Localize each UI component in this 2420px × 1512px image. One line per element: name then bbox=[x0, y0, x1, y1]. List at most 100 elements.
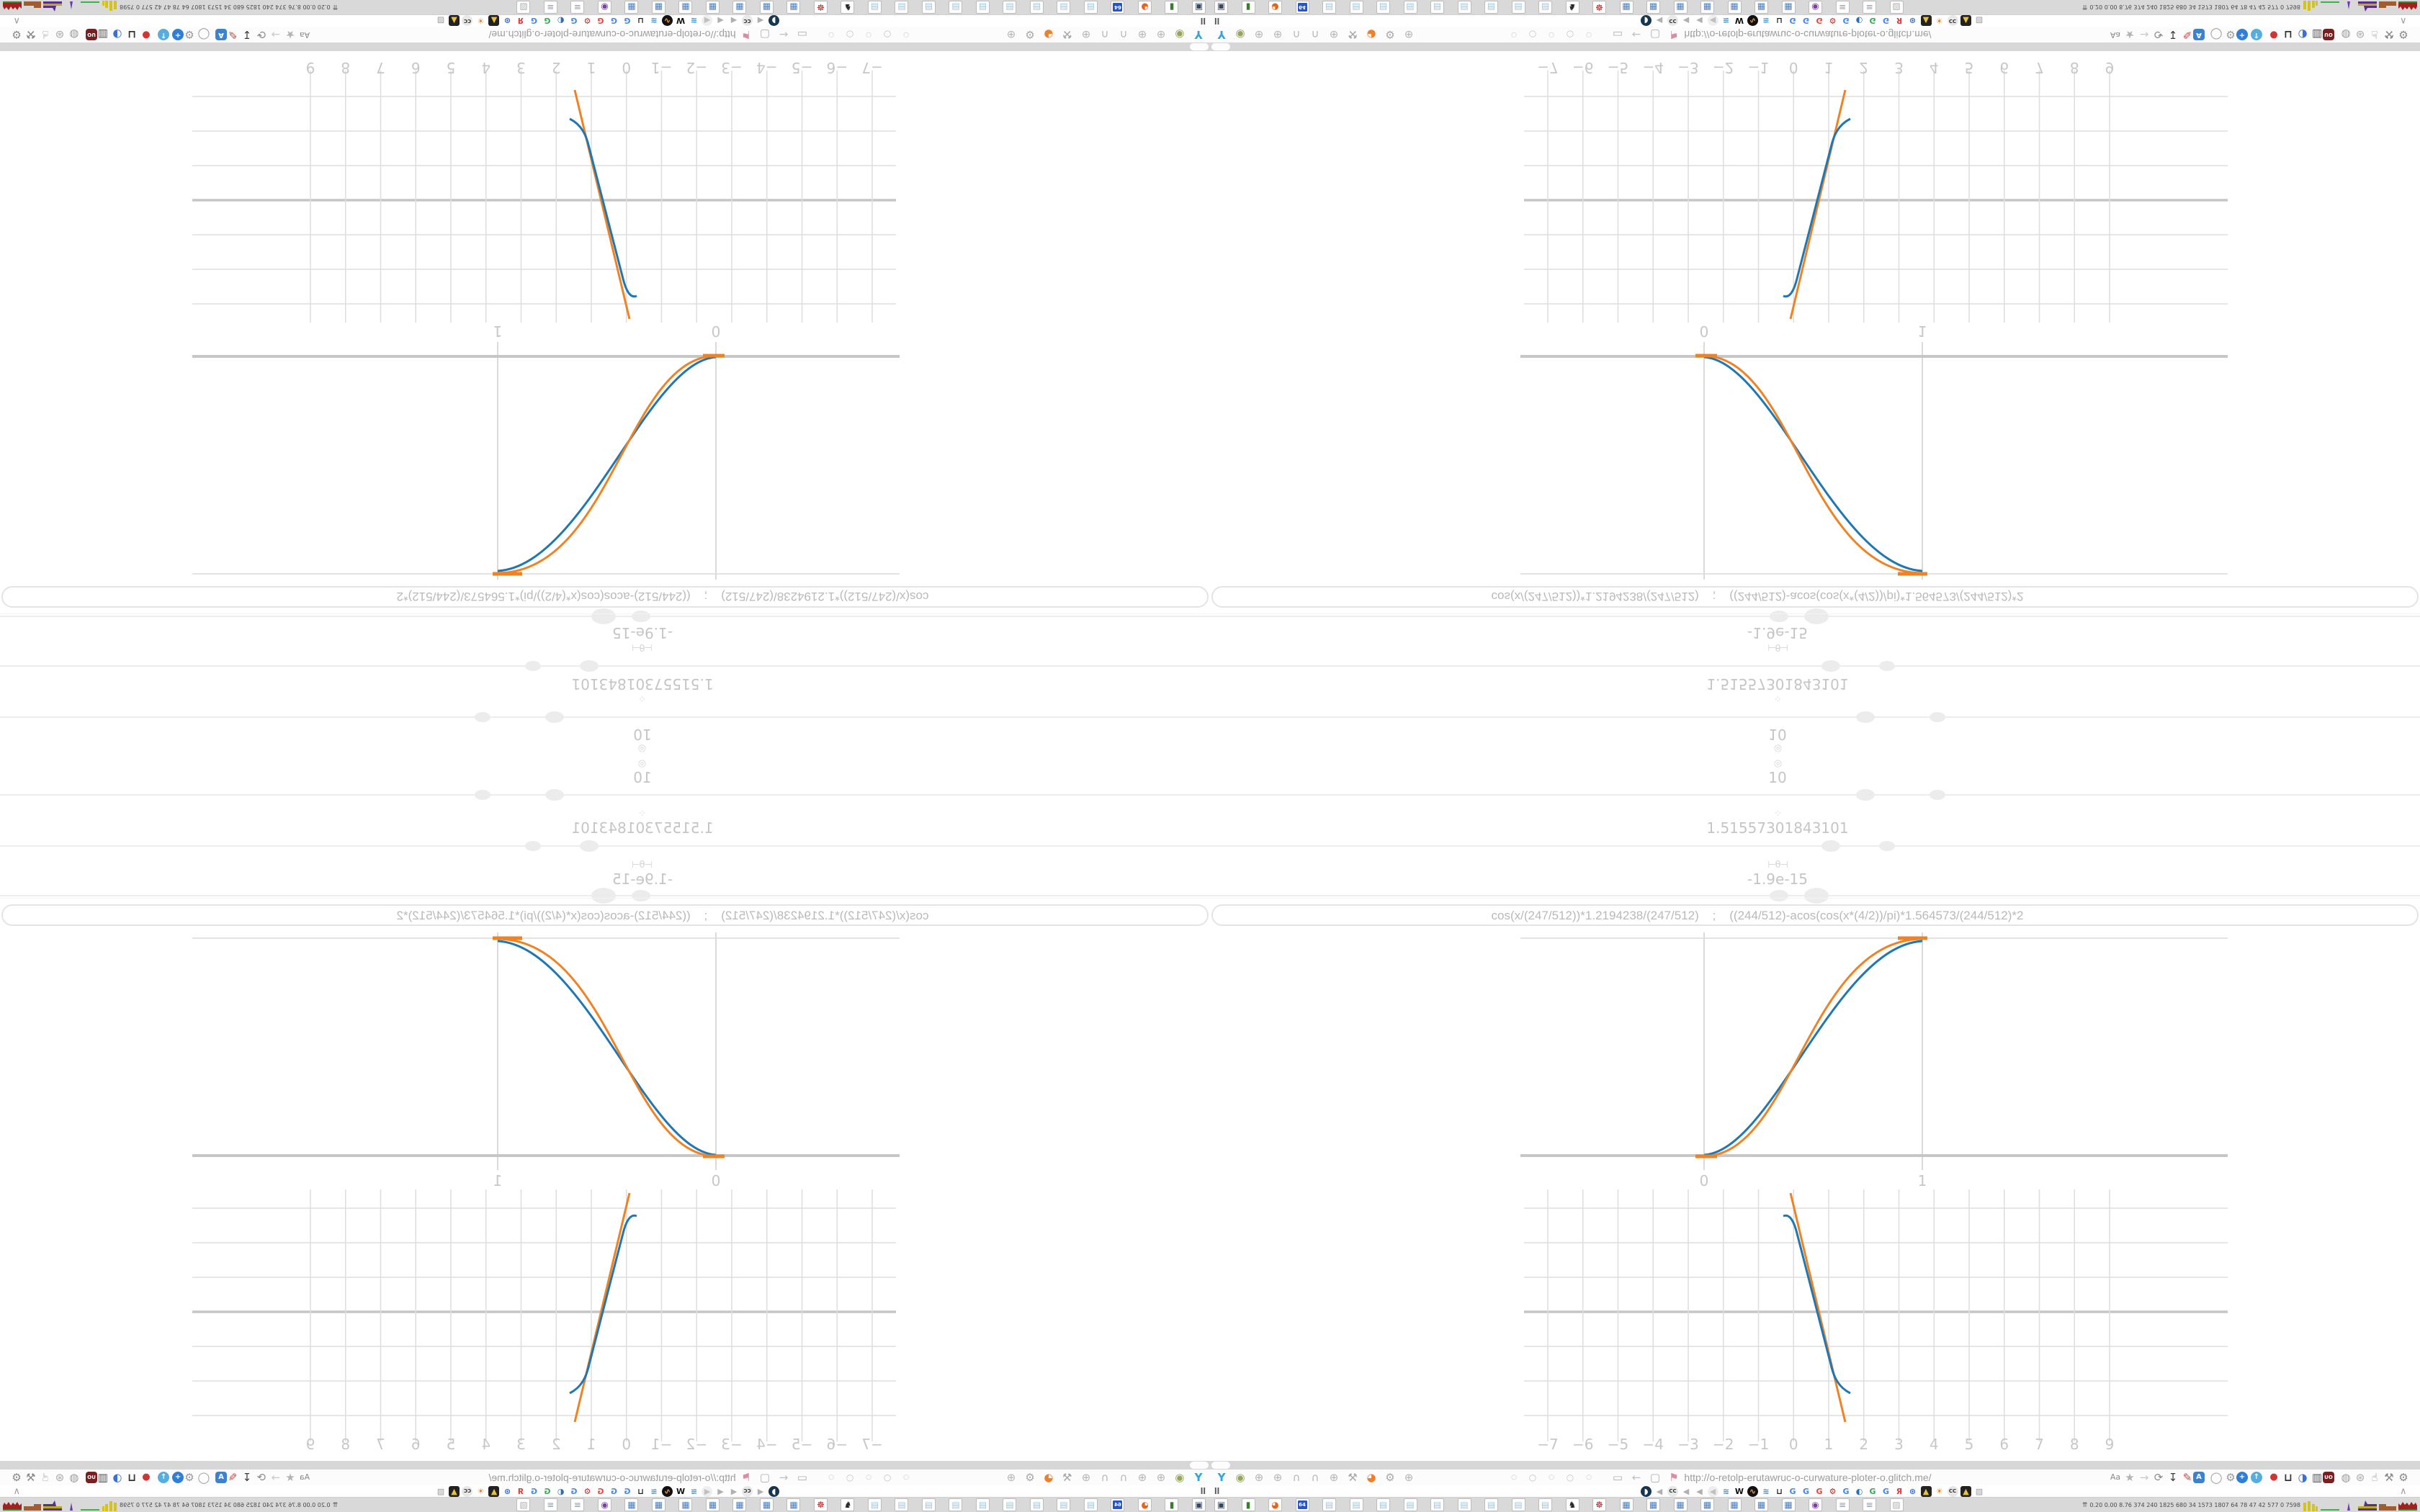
record-circle-icon[interactable]: ● bbox=[2269, 1472, 2278, 1482]
dot-circle-icon[interactable]: ○ bbox=[1528, 1472, 1537, 1482]
folder-icon[interactable]: ▭ bbox=[1612, 28, 1623, 41]
globe-icon[interactable]: ⊕ bbox=[1156, 28, 1166, 41]
slider-track[interactable] bbox=[0, 711, 1210, 723]
slider-handle[interactable] bbox=[545, 711, 564, 723]
muted-speaker-favicon[interactable]: ◀ bbox=[1707, 1486, 1718, 1497]
dot-circle-icon[interactable]: ○ bbox=[1549, 1474, 1554, 1481]
google-favicon[interactable]: G bbox=[1842, 1487, 1850, 1496]
taskbar-floppy-64[interactable]: 64 bbox=[1111, 1, 1125, 14]
photo-favicon[interactable]: ▲ bbox=[1920, 1486, 1932, 1497]
scrollbar-thumb[interactable] bbox=[1211, 1462, 1230, 1469]
taskbar-cartridge[interactable]: ▮ bbox=[1241, 1, 1255, 14]
taskbar-calculator[interactable]: ▦ bbox=[760, 1, 774, 14]
taskbar-calculator[interactable]: ▦ bbox=[1727, 1498, 1742, 1511]
globe-icon[interactable]: ⊕ bbox=[1006, 28, 1016, 41]
gear-icon[interactable]: ⚙ bbox=[1385, 1471, 1395, 1484]
muted-speaker-favicon[interactable]: ◀ bbox=[1707, 15, 1718, 26]
pin-icon[interactable]: Y bbox=[1217, 28, 1226, 41]
taskbar-calculator[interactable]: ▦ bbox=[732, 1498, 747, 1511]
taskbar-calculator[interactable]: ▦ bbox=[1646, 1498, 1660, 1511]
cc-favicon[interactable]: CC bbox=[1947, 15, 1958, 26]
taskbar-scroll[interactable]: ≡ bbox=[544, 1498, 557, 1511]
google-favicon[interactable]: G bbox=[1869, 16, 1876, 25]
taskbar-cartridge[interactable]: ▮ bbox=[1241, 1498, 1255, 1511]
globe-icon[interactable]: ⊕ bbox=[1254, 28, 1264, 41]
taskbar-floppy-64[interactable]: 64 bbox=[1295, 1, 1309, 14]
dot-circle-icon[interactable]: ○ bbox=[1549, 31, 1554, 38]
slider-handle[interactable] bbox=[580, 660, 599, 672]
taskbar-firefox[interactable]: ◕ bbox=[1268, 1498, 1282, 1511]
pulse-favicon[interactable]: ∿ bbox=[662, 1486, 673, 1497]
slider-handle[interactable] bbox=[1821, 660, 1840, 672]
back-arrow-icon[interactable]: ← bbox=[1631, 1471, 1641, 1484]
add-circle-icon[interactable]: + bbox=[172, 1472, 184, 1483]
muted-speaker-favicon[interactable]: ◀ bbox=[730, 16, 738, 25]
dot-circle-icon[interactable]: ○ bbox=[1511, 31, 1517, 38]
taskbar-notepad[interactable]: ▤ bbox=[1084, 1, 1098, 14]
yandex-favicon[interactable]: Я bbox=[517, 1487, 524, 1496]
dot-circle-icon[interactable]: ○ bbox=[866, 1474, 871, 1481]
taskbar-calculator[interactable]: ▦ bbox=[1781, 1, 1796, 14]
globe-icon[interactable]: ⊕ bbox=[1254, 1471, 1264, 1484]
star-icon[interactable]: ★ bbox=[2125, 1471, 2135, 1484]
taskbar-calculator[interactable]: ▦ bbox=[1619, 1498, 1634, 1511]
taskbar-calculator[interactable]: ▦ bbox=[678, 1498, 693, 1511]
taskbar-calculator[interactable]: ▦ bbox=[678, 1, 693, 14]
update-circle-icon[interactable]: ↑ bbox=[158, 1472, 169, 1483]
olive-dot-icon[interactable]: ◉ bbox=[1235, 28, 1245, 41]
taskbar-calculator[interactable]: ▦ bbox=[624, 1498, 639, 1511]
add-circle-icon[interactable]: + bbox=[2236, 1472, 2248, 1483]
taskbar-calculator[interactable]: ▦ bbox=[1700, 1498, 1714, 1511]
taskbar-notepad[interactable]: ▤ bbox=[922, 1, 936, 14]
taskbar-calculator[interactable]: ▦ bbox=[1646, 1, 1660, 14]
firefox-icon[interactable]: ◕ bbox=[1366, 28, 1376, 41]
gear-icon[interactable]: ⚙ bbox=[2398, 1471, 2408, 1484]
shield-icon[interactable]: ▢ bbox=[1649, 28, 1661, 41]
sun-favicon[interactable]: ☀ bbox=[477, 1487, 485, 1496]
muted-speaker-favicon[interactable]: ◀ bbox=[702, 1486, 713, 1497]
taskbar-notepad[interactable]: ▤ bbox=[1003, 1, 1017, 14]
slider-track[interactable] bbox=[0, 789, 1210, 801]
google-favicon[interactable]: G bbox=[544, 16, 551, 25]
taskbar-calculator[interactable]: ▦ bbox=[786, 1, 801, 14]
google-favicon[interactable]: G bbox=[1816, 16, 1823, 25]
translate-badge-icon[interactable]: A bbox=[2193, 1472, 2205, 1483]
pause-icon[interactable]: II bbox=[1214, 16, 1220, 27]
taskbar-wheel[interactable]: ☸ bbox=[814, 1498, 828, 1511]
gear-icon[interactable]: ⚙ bbox=[12, 1471, 22, 1484]
taskbar-notepad[interactable]: ▤ bbox=[1057, 1, 1071, 14]
wave-globe-favicon[interactable]: ≋ bbox=[650, 16, 658, 25]
wave-globe-favicon[interactable]: ≋ bbox=[1762, 1487, 1770, 1496]
slider-handle[interactable] bbox=[1930, 790, 1945, 800]
slider-track[interactable] bbox=[1210, 888, 2420, 904]
slider-track[interactable] bbox=[1210, 789, 2420, 801]
slider-handle[interactable] bbox=[1770, 611, 1788, 622]
crayon-icon[interactable]: ✎ bbox=[2182, 1471, 2192, 1484]
google-favicon[interactable]: G bbox=[570, 1487, 578, 1496]
gauge-icon[interactable]: ∩ bbox=[1119, 1471, 1128, 1484]
shield-icon[interactable]: ▢ bbox=[759, 28, 771, 41]
slider-handle[interactable] bbox=[1804, 608, 1829, 624]
gear-icon[interactable]: ⚙ bbox=[1025, 1471, 1035, 1484]
slider-handle[interactable] bbox=[1770, 890, 1788, 901]
translate-g-favicon[interactable]: G bbox=[624, 1487, 631, 1496]
dot-circle-icon[interactable]: ○ bbox=[828, 31, 834, 38]
muted-speaker-favicon[interactable]: ◀ bbox=[1696, 16, 1703, 25]
scrollbar-thumb[interactable] bbox=[1190, 1462, 1209, 1469]
google-favicon[interactable]: G bbox=[597, 1487, 604, 1496]
taskbar-notepad[interactable]: ▤ bbox=[1403, 1, 1417, 14]
slider-handle[interactable] bbox=[1821, 840, 1840, 852]
taskbar-cartridge[interactable]: ▮ bbox=[1165, 1498, 1179, 1511]
archive-building-icon[interactable]: ▥ bbox=[2311, 1471, 2323, 1484]
taskbar-wheel[interactable]: ☸ bbox=[814, 1, 828, 14]
wrench-icon[interactable]: ⚒ bbox=[1062, 1471, 1072, 1484]
taskbar-notepad[interactable]: ▤ bbox=[1376, 1, 1390, 14]
slider-track[interactable] bbox=[0, 888, 1210, 904]
translate-badge-icon[interactable]: A bbox=[215, 1472, 227, 1483]
back-arrow-icon[interactable]: ← bbox=[779, 28, 789, 41]
taskbar-notepad[interactable]: ▤ bbox=[949, 1, 963, 14]
slider-handle[interactable] bbox=[1804, 888, 1829, 904]
wave-globe-favicon[interactable]: ≋ bbox=[650, 1487, 658, 1496]
dotted-globe-favicon[interactable]: ⊛ bbox=[1909, 16, 1917, 25]
barrel-favicon[interactable]: ⊔ bbox=[1776, 16, 1783, 25]
